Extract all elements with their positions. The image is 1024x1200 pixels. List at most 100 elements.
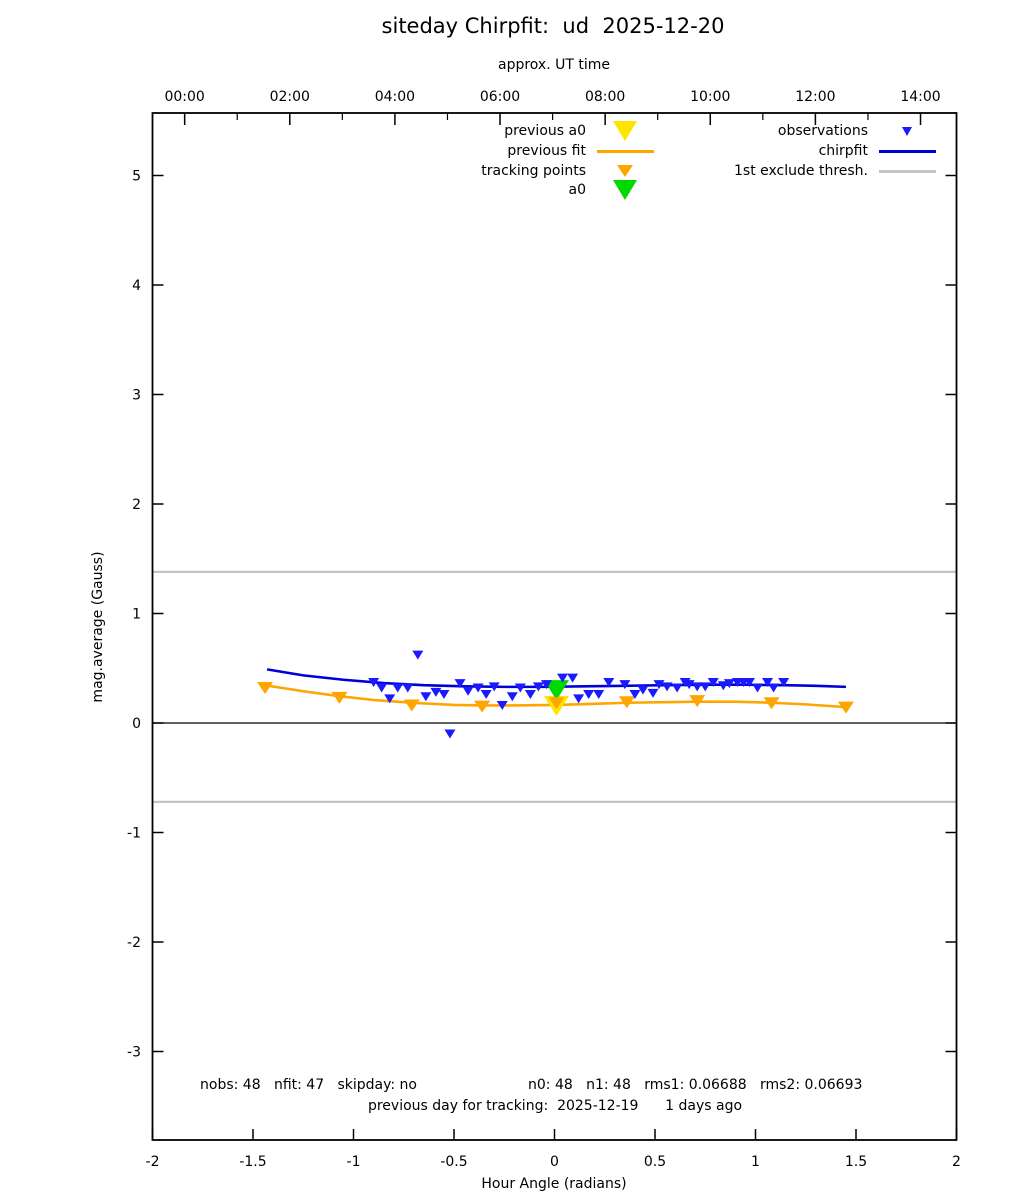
- observation-marker: [384, 694, 396, 704]
- legend-entry-a0: a0: [306, 180, 664, 200]
- legend-entry-observations: observations: [588, 121, 946, 141]
- top-tick-label: 12:00: [795, 89, 835, 105]
- top-tick-label: 14:00: [900, 89, 940, 105]
- observation-marker: [707, 677, 719, 687]
- x-tick-label: -0.5: [440, 1154, 467, 1170]
- top-tick-label: 00:00: [164, 89, 204, 105]
- observation-marker: [402, 683, 414, 693]
- observation-marker: [752, 683, 764, 693]
- y-tick-label: 5: [132, 169, 141, 185]
- x-tick-label: -1: [347, 1154, 361, 1170]
- previous-a0-legend-marker-icon: [613, 121, 637, 141]
- observation-marker: [778, 677, 790, 687]
- y-tick-label: -2: [127, 935, 141, 951]
- legend-label: a0: [568, 182, 587, 198]
- previous-fit-legend-line-icon: [596, 149, 654, 153]
- tracking-point-marker: [331, 691, 348, 704]
- observation-marker: [488, 682, 500, 692]
- legend-entry-exclude-thresh: 1st exclude thresh.: [588, 161, 946, 181]
- observations-legend-marker-icon: [902, 126, 912, 136]
- tracking-point-marker: [403, 699, 420, 712]
- observation-marker: [723, 679, 735, 689]
- observation-marker: [647, 688, 659, 698]
- observation-marker: [524, 690, 536, 700]
- observation-marker: [430, 687, 442, 697]
- tracking-point-marker: [618, 696, 635, 709]
- plot-frame: [151, 112, 958, 1141]
- legend-label: observations: [777, 123, 868, 139]
- a0-marker: [544, 680, 570, 701]
- legend-label: tracking points: [481, 163, 586, 179]
- top-axis-title: approx. UT time: [498, 57, 610, 73]
- x-tick-label: 0: [550, 1154, 559, 1170]
- chart-title: siteday Chirpfit: ud 2025-12-20: [381, 14, 725, 38]
- observation-marker: [619, 680, 631, 690]
- top-tick-label: 08:00: [585, 89, 625, 105]
- chirpfit-legend-line-icon: [878, 149, 936, 153]
- x-tick-label: 0.5: [644, 1154, 666, 1170]
- observation-marker: [368, 677, 380, 687]
- x-tick-label: -2: [146, 1154, 160, 1170]
- observation-marker: [472, 683, 484, 693]
- observation-marker: [496, 700, 508, 710]
- y-tick-label: -1: [127, 826, 141, 842]
- observation-marker: [412, 650, 424, 660]
- legend-entry-previous-fit: previous fit: [306, 141, 664, 161]
- stats-line1-left: nobs: 48 nfit: 47 skipday: no: [200, 1077, 417, 1093]
- top-tick-label: 06:00: [480, 89, 520, 105]
- tracking-point-marker: [548, 697, 565, 710]
- observation-marker: [637, 685, 649, 695]
- observation-marker: [438, 690, 450, 700]
- observation-marker: [557, 673, 569, 683]
- y-tick-label: 3: [132, 388, 141, 404]
- observation-marker: [480, 690, 492, 700]
- tracking-points-legend-marker-icon: [617, 165, 633, 177]
- observation-marker: [573, 694, 585, 704]
- observation-marker: [506, 692, 518, 702]
- observation-marker: [629, 690, 641, 700]
- observation-marker: [567, 673, 579, 683]
- top-tick-label: 04:00: [375, 89, 415, 105]
- observation-marker: [762, 677, 774, 687]
- x-tick-label: -1.5: [239, 1154, 266, 1170]
- legend-entry-previous-a0: previous a0: [306, 121, 664, 141]
- tracking-point-marker: [689, 695, 706, 708]
- tracking-point-marker: [257, 681, 274, 694]
- exclude-thresh-legend-line-icon: [878, 169, 936, 173]
- observation-marker: [514, 683, 526, 693]
- stats-line2: previous day for tracking: 2025-12-19 1 …: [367, 1098, 743, 1114]
- legend-label: previous a0: [504, 123, 586, 139]
- observation-marker: [671, 683, 683, 693]
- observation-marker: [392, 683, 404, 693]
- observation-marker: [661, 682, 673, 692]
- y-tick-label: 2: [132, 497, 141, 513]
- legend-label: 1st exclude thresh.: [734, 163, 868, 179]
- x-axis-title: Hour Angle (radians): [481, 1176, 627, 1192]
- observation-marker: [376, 683, 388, 693]
- x-tick-label: 1: [751, 1154, 760, 1170]
- tracking-point-marker: [763, 697, 780, 710]
- top-tick-label: 10:00: [690, 89, 730, 105]
- observation-marker: [454, 679, 466, 689]
- x-tick-label: 2: [952, 1154, 961, 1170]
- legend-entry-chirpfit: chirpfit: [588, 141, 946, 161]
- observation-marker: [717, 681, 729, 691]
- legend-entry-tracking-points: tracking points: [306, 161, 664, 181]
- observation-marker: [743, 677, 755, 687]
- y-tick-label: -3: [127, 1045, 141, 1061]
- observation-marker: [420, 692, 432, 702]
- y-tick-label: 1: [132, 607, 141, 623]
- y-tick-label: 0: [132, 716, 141, 732]
- tracking-point-marker: [474, 700, 491, 713]
- observation-marker: [699, 682, 711, 692]
- observation-marker: [691, 682, 703, 692]
- observation-marker: [540, 680, 552, 690]
- observation-marker: [593, 690, 605, 700]
- legend-label: previous fit: [507, 143, 586, 159]
- tracking-point-marker: [837, 701, 854, 714]
- a0-legend-marker-icon: [613, 180, 637, 200]
- x-tick-label: 1.5: [845, 1154, 867, 1170]
- observation-marker: [444, 729, 456, 739]
- observation-marker: [532, 682, 544, 692]
